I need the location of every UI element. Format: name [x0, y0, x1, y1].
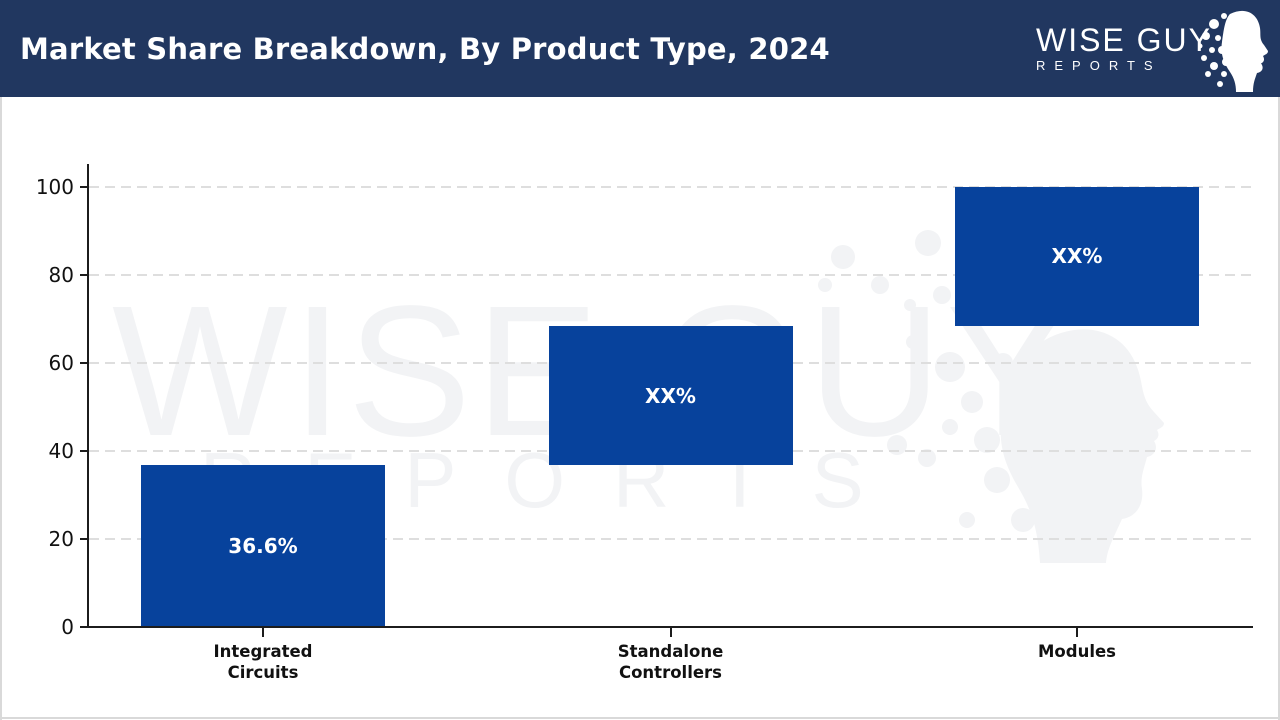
x-axis — [87, 625, 1253, 628]
y-tick-80 — [80, 273, 88, 276]
frame-right-edge — [1278, 97, 1280, 720]
y-tick-label-20: 20 — [48, 526, 74, 551]
x-tick-label-line: Circuits — [227, 662, 299, 682]
y-tick-0 — [80, 625, 88, 628]
gridline-80 — [89, 273, 1253, 276]
gridline-20 — [89, 537, 1253, 540]
y-tick-label-80: 80 — [48, 262, 74, 287]
x-tick-label-line: Integrated — [213, 641, 313, 661]
x-tick-2 — [1076, 627, 1078, 637]
x-tick-label-1: Standalone Controllers — [551, 641, 791, 683]
bar-0 — [141, 465, 385, 627]
x-tick-1 — [669, 627, 672, 637]
x-tick-label-0: Integrated Circuits — [143, 641, 383, 683]
bar-value-label-1: XX% — [645, 383, 696, 408]
y-tick-20 — [80, 537, 88, 540]
frame-left-edge — [0, 97, 2, 720]
chart-title: Market Share Breakdown, By Product Type,… — [20, 31, 830, 66]
gridline-100 — [89, 185, 1253, 188]
bar-value-label-2: XX% — [1051, 244, 1103, 269]
logo-wordmark: WISE GUY — [1035, 21, 1212, 58]
head-profile-icon — [1198, 10, 1268, 92]
y-tick-60 — [80, 361, 88, 364]
plot-area: WISE GUY REPORTS 36.6% XX% XX% 0 20 40 60 80 10… — [0, 97, 1280, 720]
y-tick-100 — [80, 185, 88, 188]
x-tick-0 — [262, 627, 264, 637]
y-tick-label-40: 40 — [48, 438, 74, 463]
logo-subtitle: REPORTS — [1035, 57, 1162, 73]
watermark-head-icon — [818, 230, 1164, 563]
logo-text: WISE GUY REPORTS — [1036, 24, 1212, 74]
y-tick-label-60: 60 — [48, 350, 74, 375]
frame-bottom-edge — [0, 717, 1280, 719]
x-tick-label-line: Standalone — [617, 641, 724, 661]
x-tick-label-2: Modules — [957, 641, 1197, 662]
header: Market Share Breakdown, By Product Type,… — [0, 0, 1280, 97]
y-tick-label-0: 0 — [61, 614, 74, 639]
y-tick-label-100: 100 — [35, 174, 74, 199]
wise-guy-logo: WISE GUY REPORTS — [1036, 6, 1270, 92]
x-tick-label-line: Controllers — [618, 662, 722, 682]
x-tick-label-line: Modules — [1038, 641, 1116, 661]
bar-value-label-0: 36.6% — [228, 533, 298, 558]
y-axis — [87, 164, 89, 628]
y-tick-40 — [80, 449, 88, 452]
bar-2 — [955, 186, 1199, 326]
bar-1 — [548, 325, 793, 466]
